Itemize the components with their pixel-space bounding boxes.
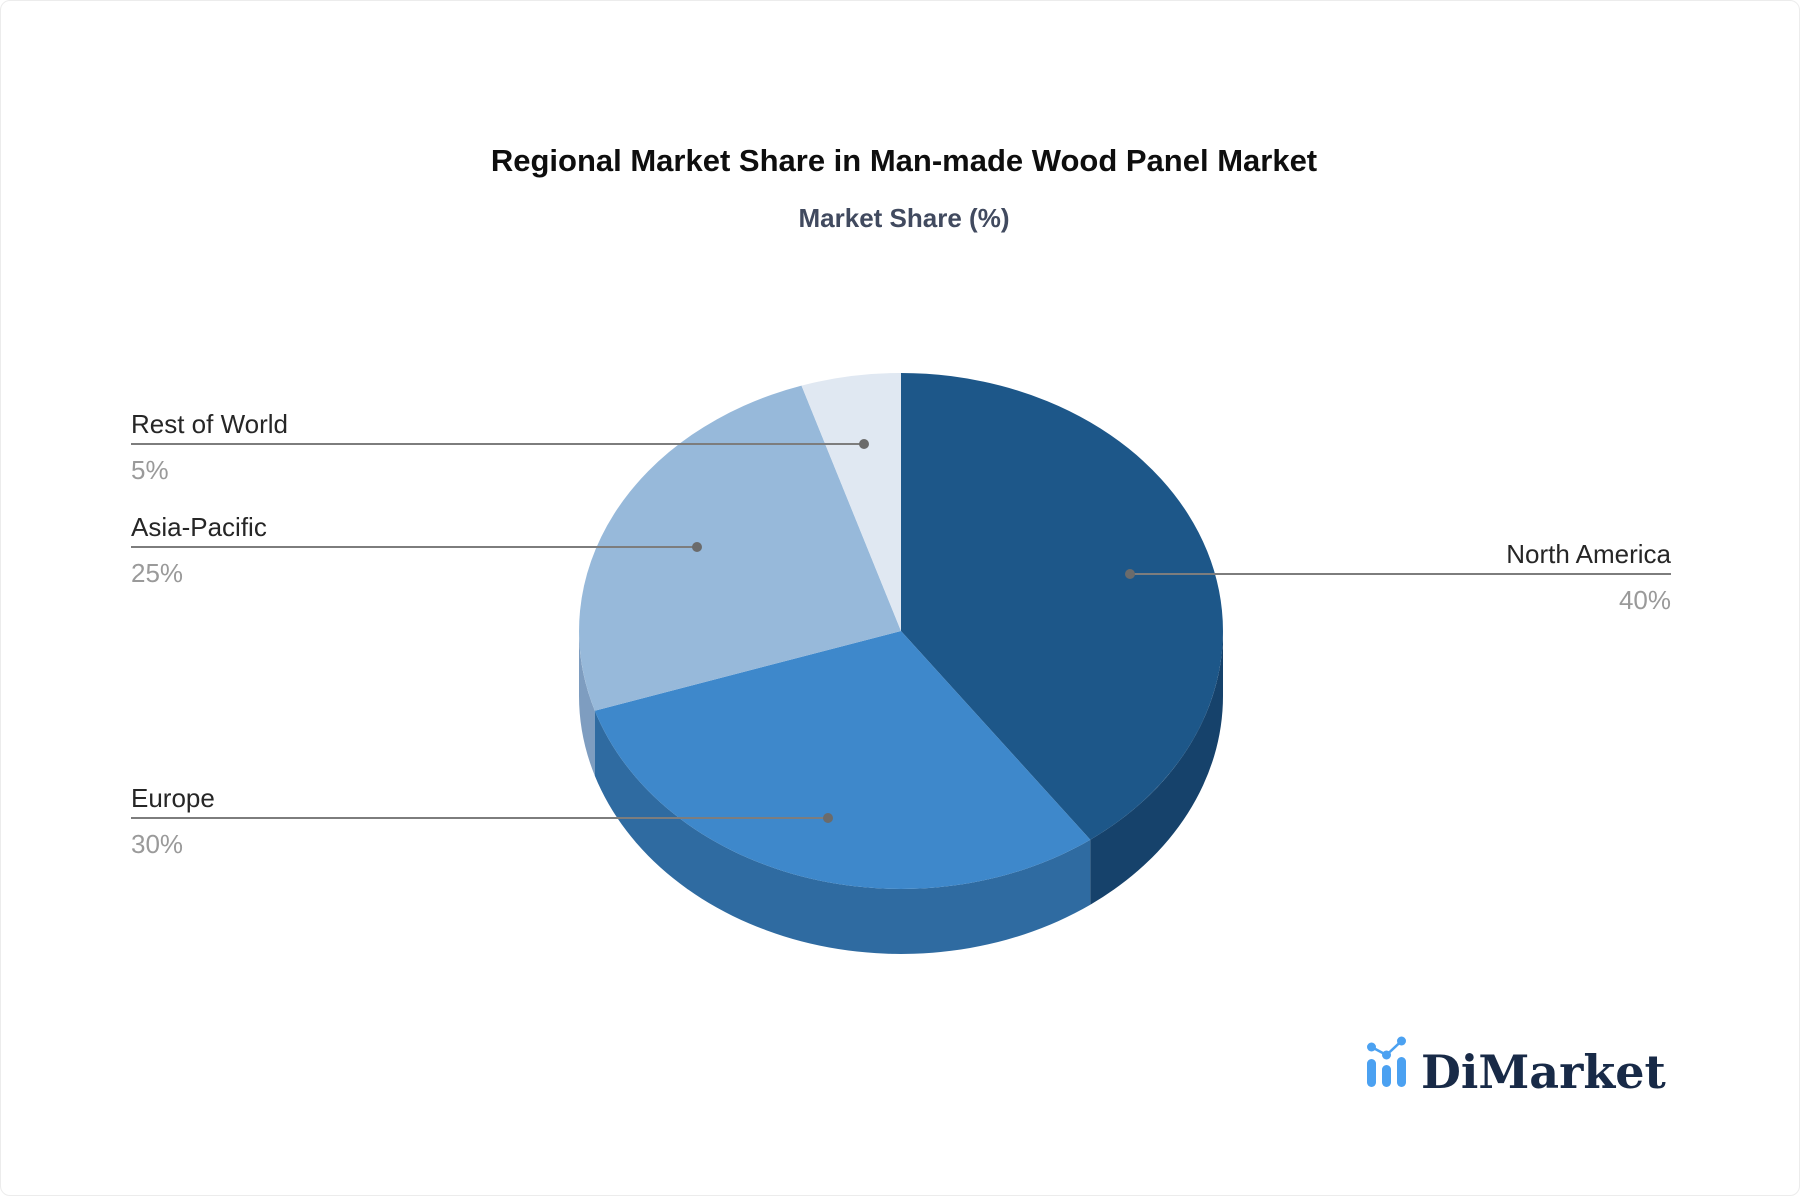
logo-bar xyxy=(1367,1059,1376,1087)
pie-3d-top xyxy=(579,373,1223,889)
leader-dot xyxy=(859,439,869,449)
callout-europe: Europe 30% xyxy=(131,783,833,859)
leader-dot xyxy=(692,542,702,552)
pie-slice-side-asia-pacific xyxy=(579,631,595,776)
logo-dot xyxy=(1382,1050,1391,1060)
pie-slice-side-europe xyxy=(594,710,1091,954)
callout-asia-pacific: Asia-Pacific 25% xyxy=(131,512,702,588)
slice-value: 25% xyxy=(131,558,183,588)
slice-value: 40% xyxy=(1619,585,1671,615)
chart-title: Regional Market Share in Man-made Wood P… xyxy=(491,143,1317,178)
slice-label: Asia-Pacific xyxy=(131,512,267,542)
callout-rest-of-world: Rest of World 5% xyxy=(131,409,869,485)
chart-subtitle: Market Share (%) xyxy=(799,203,1010,233)
slice-label: North America xyxy=(1506,539,1671,569)
leader-dot xyxy=(1125,569,1135,579)
bar-chart-logo-icon xyxy=(1367,1036,1406,1087)
slice-value: 5% xyxy=(131,455,169,485)
logo-wordmark: DiMarket xyxy=(1421,1045,1666,1099)
logo-bar xyxy=(1397,1057,1406,1087)
pie-slice-side-north-america xyxy=(1090,631,1223,905)
pie-slice-north-america xyxy=(901,373,1223,840)
slice-label: Europe xyxy=(131,783,215,813)
pie-slice-rest-of-world xyxy=(801,373,901,631)
callout-north-america: North America 40% xyxy=(1125,539,1672,615)
logo-dot xyxy=(1397,1036,1406,1046)
logo-bar xyxy=(1382,1065,1391,1087)
slice-value: 30% xyxy=(131,829,183,859)
logo-dot xyxy=(1367,1042,1376,1052)
dimarket-logo: DiMarket xyxy=(1367,1036,1666,1099)
pie-3d-sides xyxy=(579,631,1223,954)
pie-slice-europe xyxy=(594,631,1091,889)
slice-label: Rest of World xyxy=(131,409,288,439)
pie-slice-asia-pacific xyxy=(579,385,901,711)
leader-dot xyxy=(823,813,833,823)
